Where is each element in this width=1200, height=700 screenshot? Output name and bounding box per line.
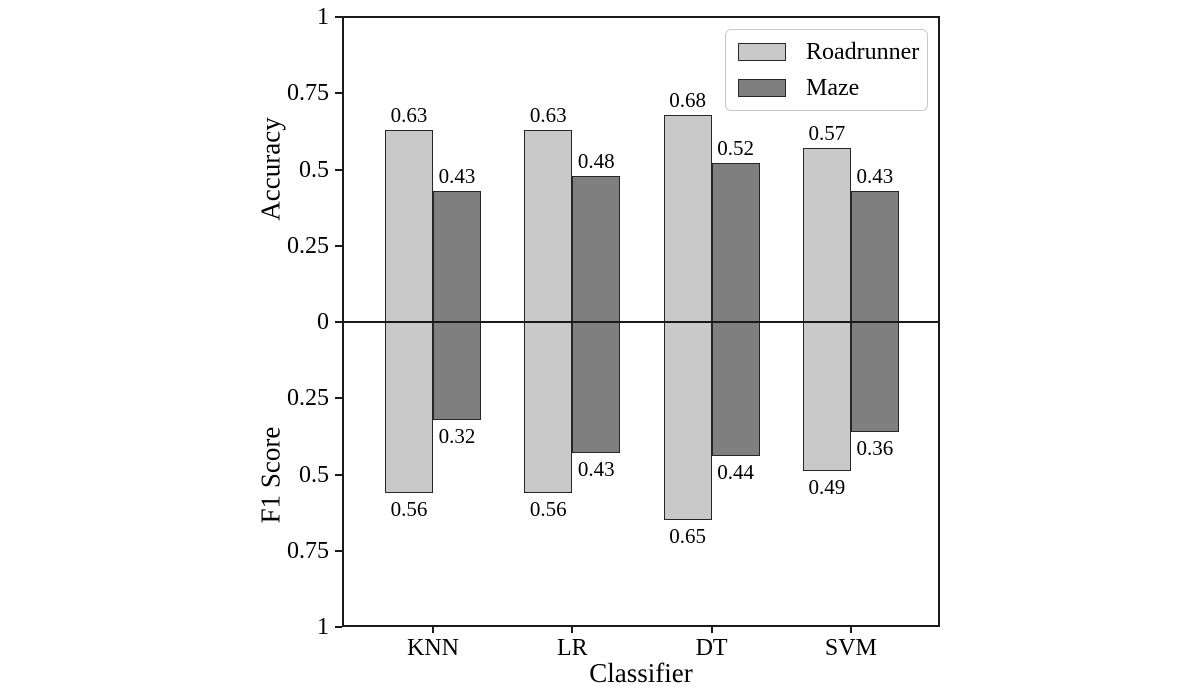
y-axis-label-accuracy: Accuracy bbox=[255, 117, 286, 221]
bar-value-label-accuracy-knn-roadrunner: 0.63 bbox=[390, 102, 428, 127]
y-tick-mark-accuracy-0 bbox=[335, 321, 342, 323]
legend-entry-maze: Maze bbox=[738, 76, 915, 100]
bar-value-label-f1-score-lr-roadrunner: 0.56 bbox=[529, 496, 567, 521]
y-tick-mark-accuracy-0-75 bbox=[335, 92, 342, 95]
bar-accuracy-svm-roadrunner bbox=[802, 148, 851, 322]
x-tick-mark-dt bbox=[710, 627, 713, 633]
x-tick-mark-svm bbox=[849, 627, 852, 633]
bar-f1-score-knn-maze bbox=[433, 322, 481, 420]
bar-value-label-accuracy-knn-maze: 0.43 bbox=[438, 163, 476, 188]
bar-value-label-f1-score-knn-roadrunner: 0.56 bbox=[390, 496, 428, 521]
x-tick-mark-knn bbox=[432, 627, 434, 633]
bar-value-label-f1-score-svm-roadrunner: 0.49 bbox=[808, 475, 846, 500]
bar-accuracy-dt-maze bbox=[711, 163, 760, 322]
bar-value-label-f1-score-knn-maze: 0.32 bbox=[438, 423, 476, 448]
zero-baseline bbox=[342, 321, 940, 323]
x-tick-mark-lr bbox=[571, 627, 574, 633]
bar-f1-score-dt-roadrunner bbox=[663, 322, 712, 521]
y-tick-label-f1-score-1: 1 bbox=[317, 614, 329, 640]
y-tick-mark-f1-score-0-25 bbox=[335, 397, 342, 400]
y-tick-mark-f1-score-0-5 bbox=[335, 473, 342, 476]
bar-value-label-accuracy-svm-maze: 0.43 bbox=[856, 163, 894, 188]
x-tick-label-svm: SVM bbox=[824, 635, 877, 661]
bar-value-label-accuracy-lr-roadrunner: 0.63 bbox=[529, 102, 567, 127]
legend: Roadrunner Maze bbox=[725, 29, 928, 111]
y-tick-mark-accuracy-0-25 bbox=[335, 244, 342, 247]
y-tick-label-accuracy-0-25: 0.25 bbox=[287, 232, 329, 259]
y-tick-mark-f1-score-1 bbox=[335, 626, 342, 628]
legend-swatch-roadrunner bbox=[738, 43, 786, 61]
bar-f1-score-lr-maze bbox=[572, 322, 621, 454]
y-tick-label-accuracy-0-5: 0.5 bbox=[299, 156, 329, 183]
y-tick-label-accuracy-0-75: 0.75 bbox=[287, 80, 329, 107]
x-tick-label-dt: DT bbox=[695, 635, 728, 661]
y-tick-label-f1-score-0-25: 0.25 bbox=[287, 385, 329, 412]
legend-entry-roadrunner: Roadrunner bbox=[738, 40, 919, 64]
bar-accuracy-svm-maze bbox=[850, 190, 899, 322]
bar-f1-score-lr-roadrunner bbox=[524, 322, 573, 493]
bar-value-label-accuracy-dt-roadrunner: 0.68 bbox=[669, 87, 706, 112]
x-tick-label-knn: KNN bbox=[407, 635, 459, 661]
legend-label-maze: Maze bbox=[806, 75, 860, 101]
bar-value-label-accuracy-lr-maze: 0.48 bbox=[577, 148, 615, 173]
y-tick-mark-f1-score-0-75 bbox=[335, 549, 342, 552]
y-tick-label-accuracy-1: 1 bbox=[317, 4, 329, 30]
y-tick-label-f1-score-0-5: 0.5 bbox=[299, 461, 329, 488]
bar-value-label-accuracy-svm-roadrunner: 0.57 bbox=[808, 121, 846, 146]
legend-swatch-maze bbox=[738, 79, 786, 97]
y-tick-label-f1-score-0-75: 0.75 bbox=[287, 537, 329, 564]
x-tick-label-lr: LR bbox=[556, 635, 588, 661]
bar-accuracy-lr-maze bbox=[572, 175, 621, 322]
bar-value-label-f1-score-svm-maze: 0.36 bbox=[856, 435, 894, 460]
x-axis-label: Classifier bbox=[589, 658, 693, 688]
y-tick-label-accuracy-0: 0 bbox=[317, 309, 329, 335]
bar-value-label-f1-score-lr-maze: 0.43 bbox=[577, 457, 615, 482]
y-tick-mark-accuracy-1 bbox=[335, 16, 342, 18]
bar-f1-score-dt-maze bbox=[711, 322, 760, 457]
legend-label-roadrunner: Roadrunner bbox=[806, 39, 920, 65]
bar-accuracy-knn-maze bbox=[433, 190, 481, 322]
bar-accuracy-lr-roadrunner bbox=[524, 129, 573, 322]
bar-accuracy-knn-roadrunner bbox=[385, 129, 433, 322]
y-axis-label-f1-score: F1 Score bbox=[255, 426, 286, 523]
y-tick-mark-accuracy-0-5 bbox=[335, 168, 342, 171]
bar-f1-score-svm-roadrunner bbox=[802, 322, 851, 472]
bar-value-label-f1-score-dt-maze: 0.44 bbox=[717, 460, 754, 485]
bar-value-label-f1-score-dt-roadrunner: 0.65 bbox=[669, 524, 706, 549]
bar-value-label-accuracy-dt-maze: 0.52 bbox=[717, 136, 754, 161]
